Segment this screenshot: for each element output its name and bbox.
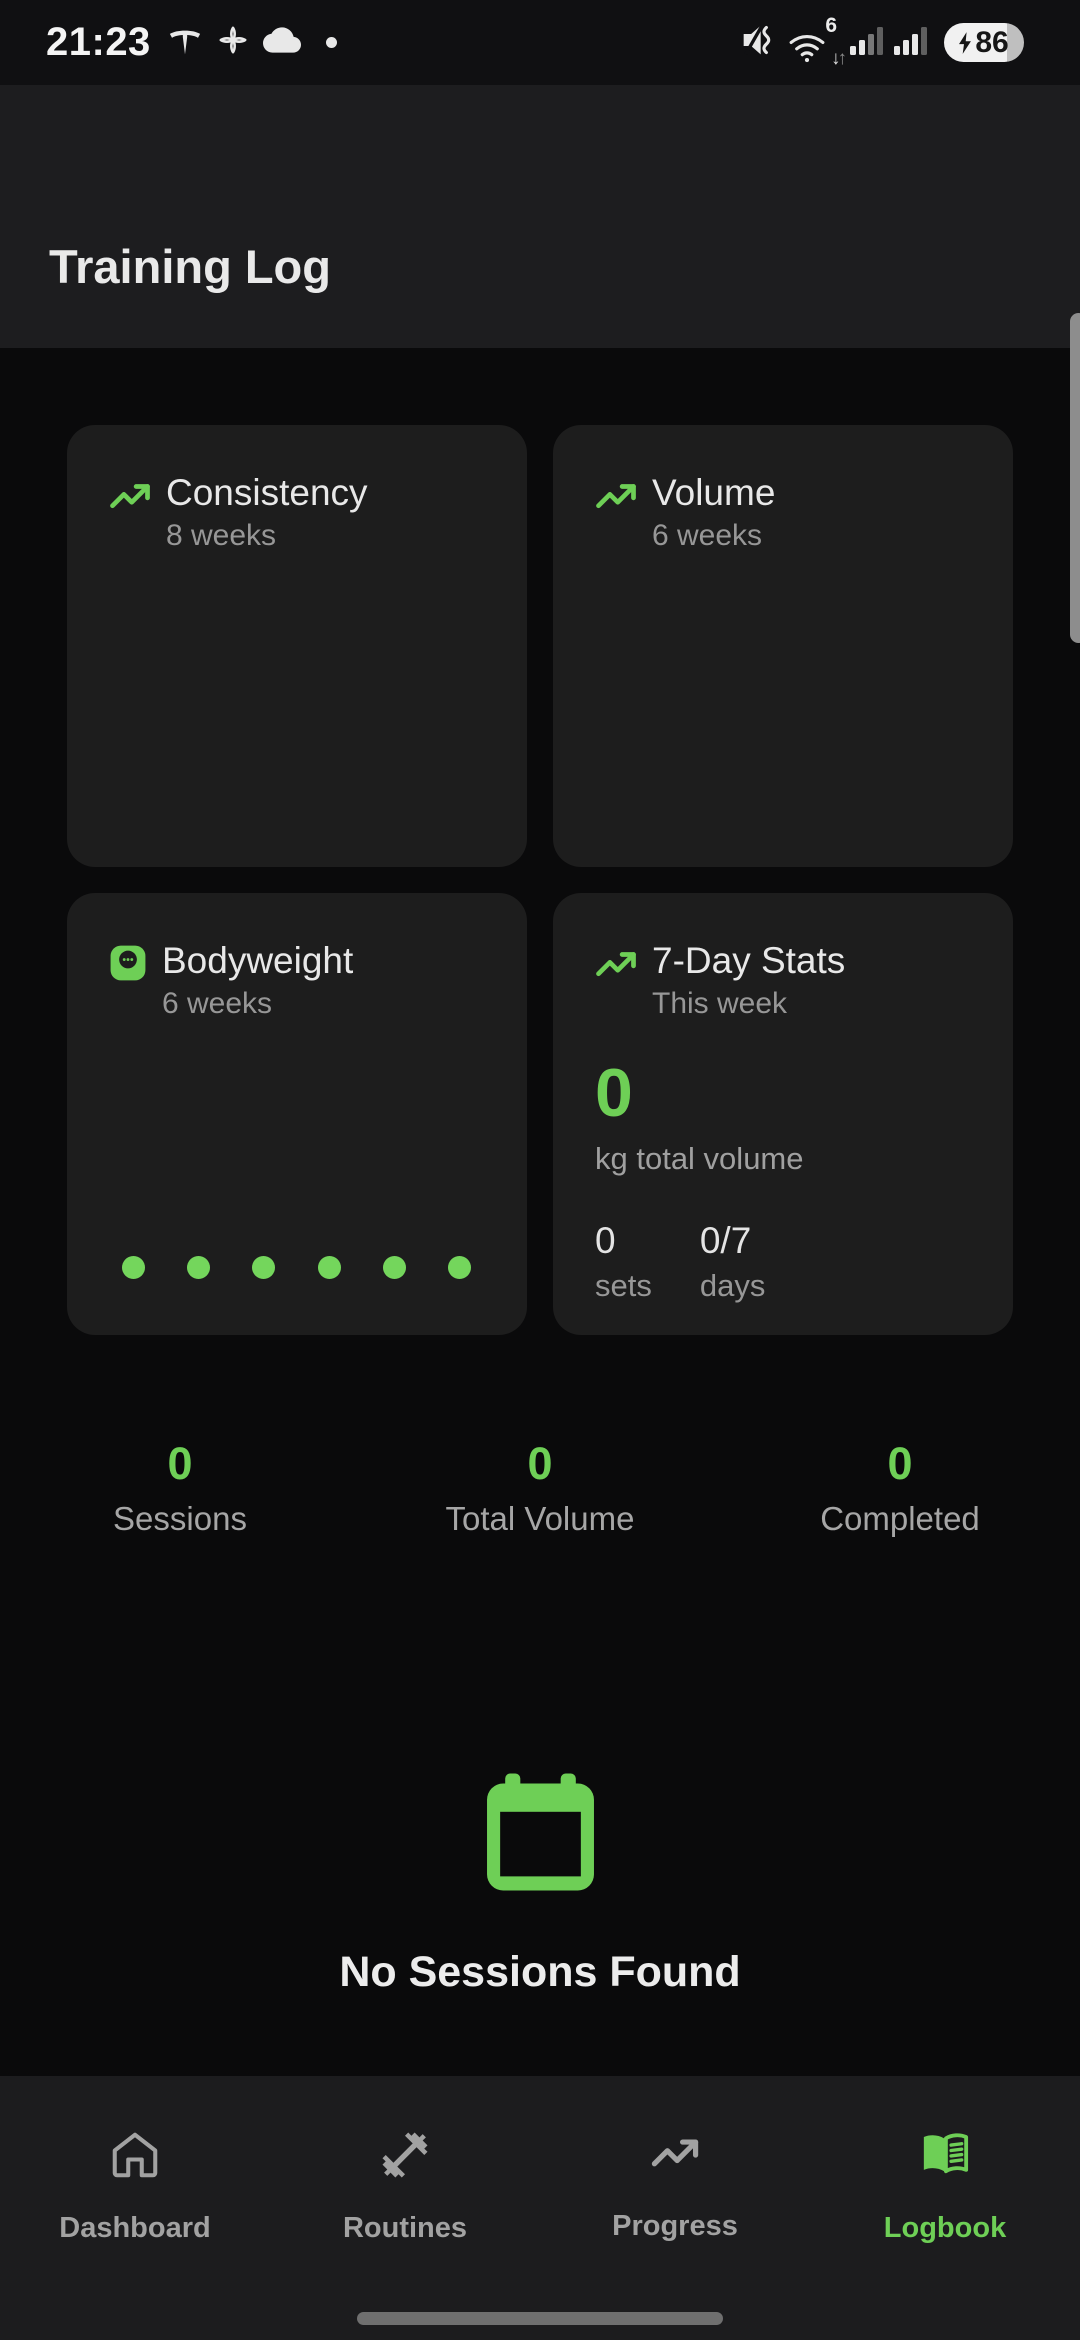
card-title: Bodyweight [162,940,354,981]
summary-total-volume: 0 Total Volume [360,1441,720,1538]
empty-state-title: No Sessions Found [339,1948,741,1996]
summary-completed: 0 Completed [720,1441,1080,1538]
scale-icon [109,944,147,987]
nav-item-logbook[interactable]: Logbook [810,2128,1080,2340]
home-icon [108,2128,162,2187]
mute-vibrate-icon [738,20,778,65]
card-consistency[interactable]: Consistency 8 weeks [67,425,527,867]
card-seven-day-stats[interactable]: 7-Day Stats This week 0 kg total volume … [553,893,1013,1335]
card-subtitle: 6 weeks [652,519,763,553]
bodyweight-dot-row [122,1256,471,1279]
trend-up-icon [595,944,637,991]
nav-item-dashboard[interactable]: Dashboard [0,2128,270,2340]
notification-dot-icon [325,37,337,48]
trend-up-icon [595,476,637,523]
wifi-updown-arrows: ↓↑ [831,47,847,69]
signal-strength-icon [850,25,884,60]
book-open-icon [916,2128,974,2187]
nav-item-routines[interactable]: Routines [270,2128,540,2340]
completed-value: 0 [887,1438,913,1489]
trend-up-icon [649,2128,701,2185]
total-volume-value: 0 [595,1055,633,1132]
total-volume-value: 0 [527,1438,553,1489]
total-volume-label: Total Volume [445,1500,635,1537]
card-bodyweight[interactable]: Bodyweight 6 weeks [67,893,527,1335]
sessions-label: Sessions [113,1500,247,1537]
stats-card-grid: Consistency 8 weeks Volume 6 weeks [67,425,1013,1335]
cloud-icon [262,21,301,64]
card-volume[interactable]: Volume 6 weeks [553,425,1013,867]
card-title: Consistency [166,472,368,513]
fan-icon [216,23,250,62]
sets-value: 0 [595,1220,616,1262]
status-bar: 21:23 [0,0,1080,85]
bottom-navigation: Dashboard Routines Progress [0,2076,1080,2340]
nav-label: Progress [612,2210,738,2242]
days-value: 0/7 [699,1220,752,1262]
card-subtitle: 8 weeks [166,519,277,553]
charging-bolt-icon [959,31,972,54]
card-subtitle: This week [652,987,788,1021]
empty-state: No Sessions Found [0,1773,1080,1997]
days-label: days [699,1268,766,1304]
summary-sessions: 0 Sessions [0,1441,360,1538]
app-header: Training Log [0,85,1080,348]
tesla-icon [167,22,203,63]
page-title: Training Log [49,240,331,293]
wifi-icon: 6 ↓↑ [788,14,847,69]
nav-label: Routines [342,2212,468,2244]
battery-percent: 86 [975,25,1009,59]
wifi-generation-label: 6 [825,13,837,37]
week-mini-stats: 0 sets 0/7 days [595,1221,971,1304]
sets-label: sets [595,1268,652,1304]
calendar-icon [484,1773,597,1899]
status-notification-icons [167,21,337,64]
scrollbar-thumb[interactable] [1070,313,1080,643]
signal-strength-icon-2 [894,25,928,60]
completed-label: Completed [820,1500,980,1537]
nav-label: Dashboard [59,2212,211,2244]
main-content: Consistency 8 weeks Volume 6 weeks [0,348,1080,2076]
summary-row: 0 Sessions 0 Total Volume 0 Completed [0,1441,1080,1538]
status-clock: 21:23 [46,20,151,64]
card-subtitle: 6 weeks [162,987,273,1021]
card-title: Volume [652,472,776,513]
dumbbell-icon [378,2128,432,2187]
sessions-value: 0 [167,1438,193,1489]
battery-pill: 86 [944,23,1024,62]
nav-item-progress[interactable]: Progress [540,2128,810,2340]
trend-up-icon [109,476,151,523]
home-indicator-handle[interactable] [357,2312,723,2325]
card-title: 7-Day Stats [652,940,846,981]
total-volume-label: kg total volume [595,1141,804,1177]
status-system-icons: 6 ↓↑ 86 [738,14,1024,69]
nav-label: Logbook [883,2212,1007,2244]
